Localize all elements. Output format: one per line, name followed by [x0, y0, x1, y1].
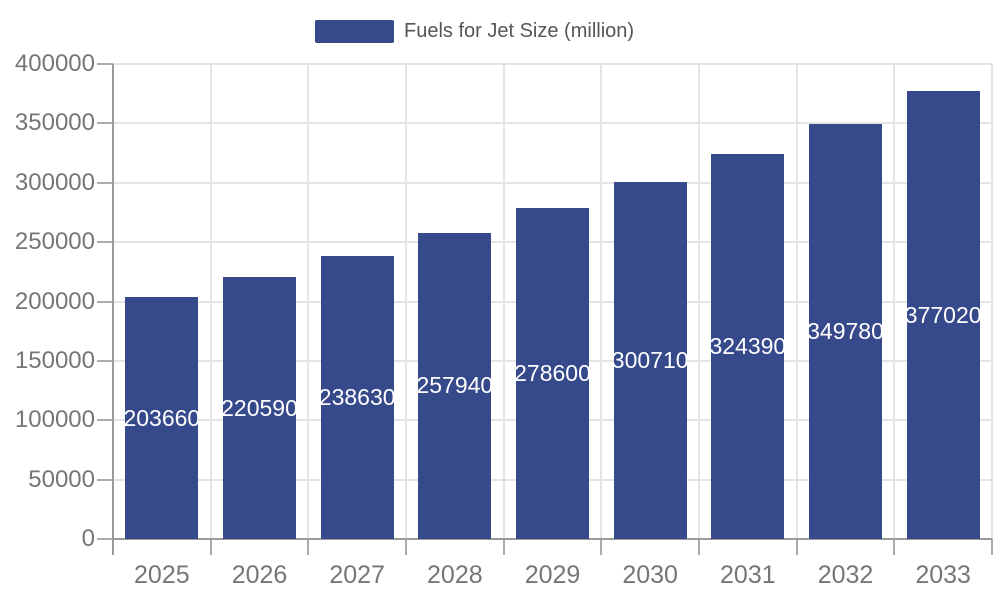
legend[interactable]: Fuels for Jet Size (million) — [315, 20, 634, 43]
bar-value-label: 238630 — [320, 383, 394, 410]
v-gridline — [307, 64, 310, 539]
y-tick-mark — [97, 359, 113, 362]
bar-value-label: 257940 — [418, 372, 492, 399]
y-tick-label: 150000 — [14, 346, 95, 374]
h-gridline — [113, 122, 992, 125]
y-tick-mark — [97, 122, 113, 125]
y-tick-mark — [97, 300, 113, 303]
x-tick-label: 2028 — [427, 561, 483, 589]
y-tick-label: 300000 — [14, 168, 95, 196]
x-tick-mark — [405, 539, 407, 555]
y-tick-mark — [97, 63, 113, 65]
v-gridline — [405, 64, 407, 539]
bar-2029[interactable]: 278600 — [516, 208, 589, 539]
x-tick-mark — [991, 539, 993, 555]
bar-2028[interactable]: 257940 — [418, 232, 492, 539]
x-tick-label: 2030 — [622, 561, 678, 589]
x-tick-mark — [893, 539, 896, 555]
bar-value-label: 220590 — [223, 394, 296, 421]
bar-value-label: 203660 — [125, 404, 199, 431]
v-gridline — [893, 64, 896, 539]
legend-swatch — [315, 20, 394, 43]
h-gridline — [113, 181, 992, 184]
v-gridline — [795, 64, 798, 539]
y-tick-label: 400000 — [14, 50, 95, 77]
bar-2030[interactable]: 300710 — [613, 181, 687, 539]
x-tick-mark — [307, 539, 310, 555]
x-tick-mark — [795, 539, 798, 555]
y-tick-label: 100000 — [14, 406, 95, 434]
x-tick-mark — [502, 539, 505, 555]
bar-2033[interactable]: 377020 — [906, 91, 980, 539]
y-tick-mark — [97, 538, 113, 540]
bar-2031[interactable]: 324390 — [711, 153, 785, 539]
x-tick-label: 2025 — [134, 561, 190, 589]
bar-value-label: 278600 — [516, 360, 589, 387]
y-axis-line — [112, 64, 114, 555]
x-tick-label: 2027 — [329, 561, 385, 589]
bar-2027[interactable]: 238630 — [320, 255, 394, 539]
x-tick-mark — [698, 539, 700, 555]
bar-value-label: 377020 — [906, 301, 980, 328]
x-tick-label: 2031 — [720, 561, 776, 589]
bar-value-label: 349780 — [809, 317, 882, 344]
bar-value-label: 300710 — [613, 346, 687, 373]
y-tick-label: 350000 — [14, 109, 95, 137]
y-tick-mark — [97, 478, 113, 481]
h-gridline — [113, 63, 992, 65]
x-axis-line — [113, 538, 992, 540]
bar-value-label: 324390 — [711, 332, 785, 359]
bar-2032[interactable]: 349780 — [809, 123, 882, 539]
bar-2026[interactable]: 220590 — [223, 277, 296, 539]
x-tick-label: 2026 — [231, 561, 288, 589]
y-tick-label: 50000 — [28, 465, 95, 493]
y-tick-label: 250000 — [14, 228, 95, 256]
bar-2025[interactable]: 203660 — [125, 297, 199, 539]
y-tick-mark — [97, 241, 113, 244]
y-tick-label: 0 — [81, 525, 95, 552]
x-tick-mark — [600, 539, 603, 555]
v-gridline — [600, 64, 603, 539]
x-tick-mark — [209, 539, 212, 555]
x-tick-label: 2032 — [817, 561, 874, 589]
x-tick-label: 2029 — [524, 561, 581, 589]
v-gridline — [209, 64, 212, 539]
y-tick-label: 200000 — [14, 287, 95, 315]
v-gridline — [698, 64, 700, 539]
y-tick-mark — [97, 181, 113, 184]
legend-label: Fuels for Jet Size (million) — [404, 20, 635, 42]
x-tick-label: 2033 — [915, 561, 971, 589]
y-tick-mark — [97, 419, 113, 422]
v-gridline — [991, 64, 993, 539]
v-gridline — [502, 64, 505, 539]
